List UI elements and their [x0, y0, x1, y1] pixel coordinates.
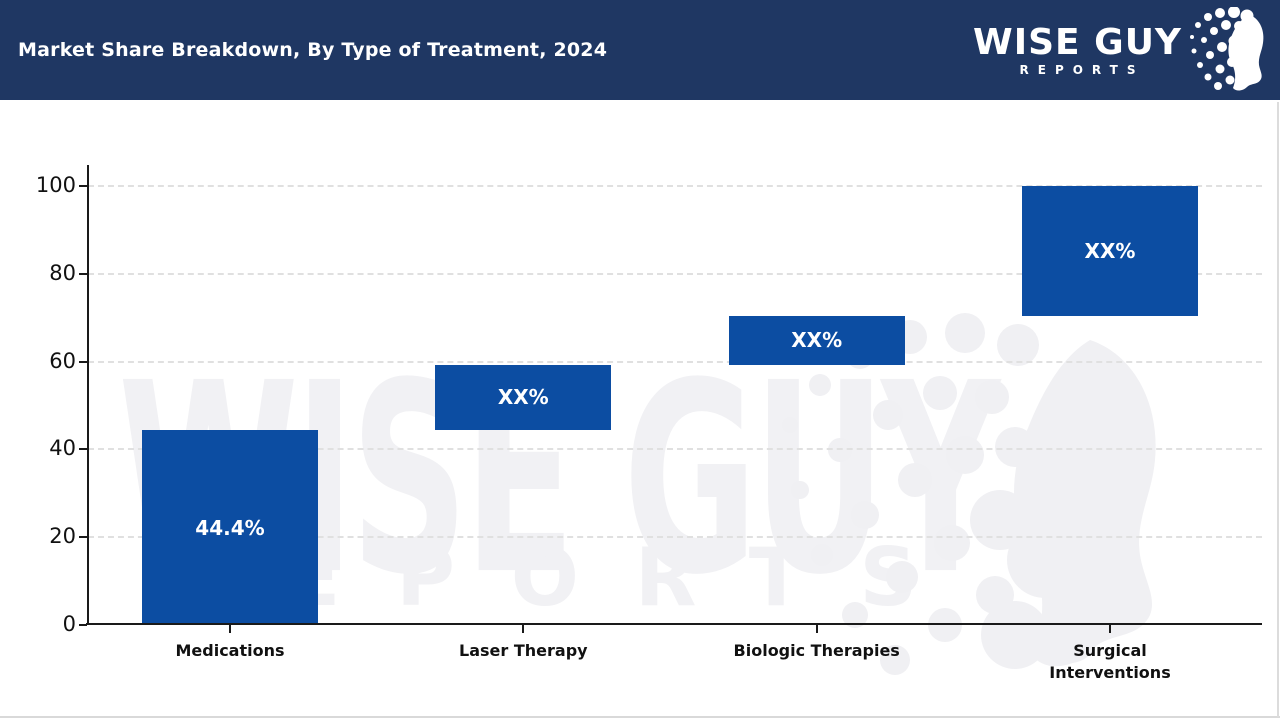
x-tick-mark — [815, 625, 818, 633]
y-tick-mark — [79, 536, 87, 539]
y-tick-label: 0 — [62, 612, 76, 636]
x-category-label: Laser Therapy — [459, 641, 588, 660]
bottom-border-line — [0, 716, 1280, 718]
x-category-label: Surgical Interventions — [1049, 641, 1171, 682]
y-tick-mark — [79, 360, 87, 363]
y-tick-mark — [79, 272, 87, 275]
right-border-line — [1277, 102, 1279, 717]
x-axis-line — [86, 623, 1262, 625]
y-tick-label: 40 — [49, 436, 76, 461]
y-axis-line — [87, 165, 89, 625]
header-bar: Market Share Breakdown, By Type of Treat… — [0, 0, 1280, 100]
brand-name-text: WISE GUY — [972, 21, 1182, 63]
gridline-y60 — [88, 360, 1262, 363]
bar-value-label: XX% — [497, 385, 549, 410]
y-tick-label: 20 — [49, 524, 76, 549]
y-tick-label: 80 — [49, 260, 76, 285]
gridline-y40 — [88, 448, 1262, 451]
bar-medications: 44.4% — [142, 430, 318, 625]
brand-subtitle-text: REPORTS — [1019, 62, 1145, 77]
brand-logo: WISE GUY REPORTS — [973, 7, 1266, 93]
bar-value-label: 44.4% — [195, 515, 265, 540]
bar-laser-therapy: XX% — [435, 364, 612, 431]
y-tick-mark — [79, 624, 87, 626]
page-title: Market Share Breakdown, By Type of Treat… — [18, 39, 608, 61]
bar-value-label: XX% — [1084, 238, 1136, 263]
x-tick-mark — [522, 625, 525, 633]
face-dots-icon — [1190, 7, 1264, 91]
brand-wordmark: WISE GUY REPORTS — [972, 21, 1182, 77]
x-category-label: Medications — [175, 641, 285, 660]
y-tick-label: 60 — [49, 348, 76, 373]
gridline-y100 — [88, 185, 1262, 187]
gridline-y80 — [88, 272, 1262, 275]
bar-value-label: XX% — [791, 328, 843, 353]
x-tick-mark — [1109, 625, 1111, 633]
x-category-label: Biologic Therapies — [733, 641, 900, 660]
y-tick-mark — [79, 185, 87, 187]
x-tick-mark — [229, 625, 231, 633]
gridline-y20 — [88, 536, 1262, 539]
y-tick-mark — [79, 448, 87, 451]
bar-surgical-interventions: XX% — [1022, 186, 1198, 316]
chart-area: WISE GUY REPORTS 0 20 40 60 80 100 44.4% XX% XX%… — [0, 100, 1280, 720]
bar-biologic-therapies: XX% — [728, 315, 905, 365]
y-tick-label: 100 — [35, 173, 76, 197]
plot: 0 20 40 60 80 100 44.4% XX% XX% XX% Medications Las… — [0, 100, 1280, 720]
